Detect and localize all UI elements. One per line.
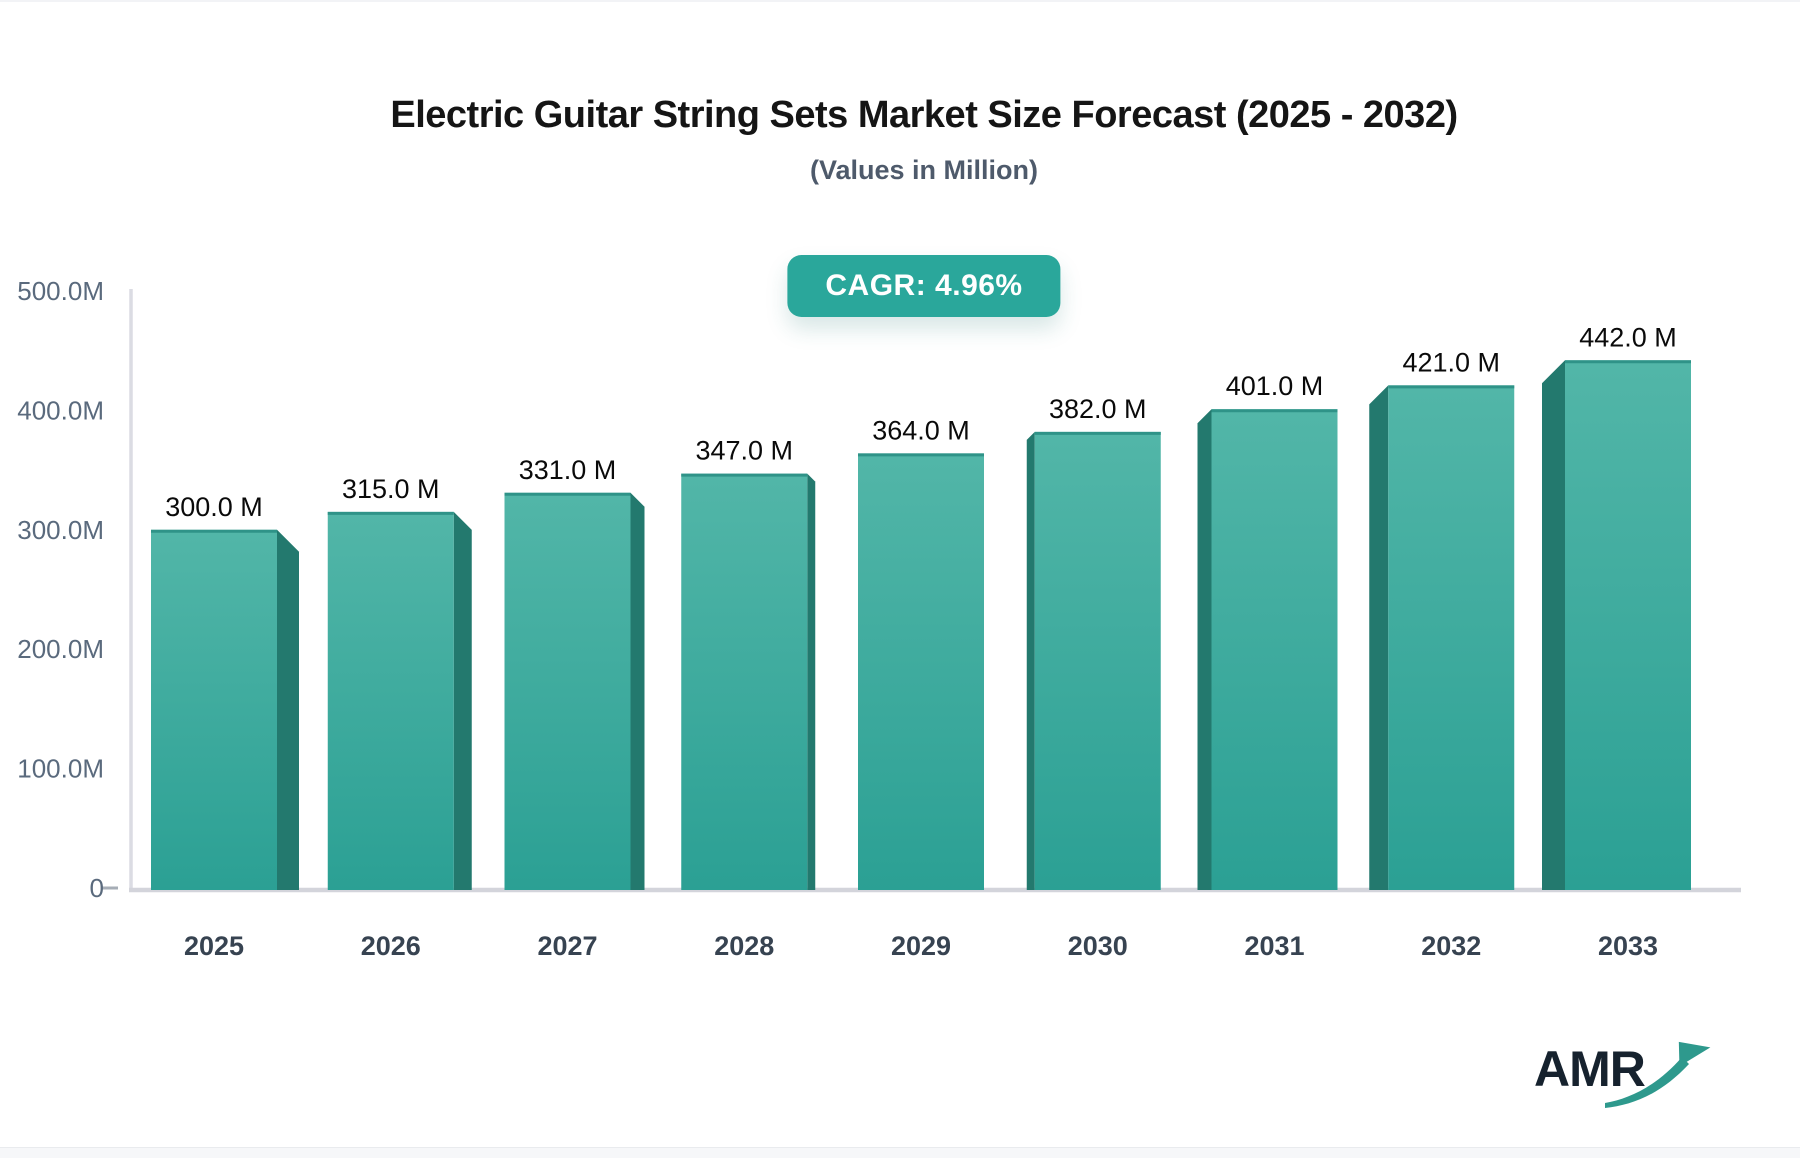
y-tick-label-400.0M: 400.0M [17, 395, 104, 425]
x-tick-label-2032: 2032 [1421, 931, 1481, 961]
bar-value-label-2033: 442.0 M [1579, 322, 1677, 352]
bar-value-label-2027: 331.0 M [519, 455, 617, 485]
bar-side-face-2032 [1369, 385, 1389, 890]
bar-side-face-2028 [807, 473, 816, 890]
x-tick-label-2028: 2028 [714, 931, 774, 961]
x-tick-label-2031: 2031 [1244, 931, 1304, 961]
x-tick-label-2029: 2029 [891, 931, 951, 961]
chart-subtitle: (Values in Million) [809, 155, 1039, 185]
y-tick-label-0: 0 [90, 873, 104, 903]
y-tick-label-300.0M: 300.0M [17, 515, 104, 545]
bar-2028 [681, 473, 808, 890]
x-tick-label-2026: 2026 [361, 931, 421, 961]
bar-value-label-2025: 300.0 M [165, 492, 263, 522]
x-tick-label-2033: 2033 [1598, 931, 1658, 961]
bar-2032 [1388, 385, 1515, 890]
growth-arrow-icon [1605, 1041, 1711, 1108]
bar-side-face-2031 [1197, 409, 1212, 890]
bar-2031 [1211, 409, 1338, 890]
chart-header: Electric Guitar String Sets Market Size … [0, 2, 1800, 186]
y-tick-label-200.0M: 200.0M [17, 634, 104, 664]
x-tick-label-2027: 2027 [537, 931, 597, 961]
y-tick-label-100.0M: 100.0M [17, 754, 104, 784]
bar-2033 [1565, 360, 1691, 890]
bar-2029 [858, 453, 984, 890]
bar-value-label-2028: 347.0 M [695, 436, 793, 466]
bar-2026 [327, 511, 454, 890]
x-tick-label-2030: 2030 [1068, 931, 1128, 961]
cagr-badge: CAGR: 4.96% [787, 255, 1061, 317]
bar-side-face-2033 [1542, 360, 1565, 890]
bar-side-face-2030 [1026, 431, 1035, 890]
chart-title: Electric Guitar String Sets Market Size … [390, 94, 1458, 136]
bar-value-label-2029: 364.0 M [872, 415, 970, 445]
page-bottom-strip [0, 1147, 1800, 1158]
amr-logo: AMR [1528, 1034, 1778, 1124]
bar-side-face-2026 [453, 511, 472, 890]
bar-2025 [151, 529, 277, 890]
bar-value-label-2031: 401.0 M [1226, 371, 1324, 401]
bar-2027 [504, 492, 631, 890]
amr-logo-text: AMR [1534, 1041, 1646, 1097]
x-tick-label-2025: 2025 [184, 931, 244, 961]
bar-value-label-2026: 315.0 M [342, 474, 440, 504]
bar-side-face-2027 [630, 492, 645, 890]
bar-side-face-2025 [277, 529, 299, 890]
bar-value-label-2030: 382.0 M [1049, 394, 1147, 424]
bar-value-label-2032: 421.0 M [1402, 347, 1500, 377]
bar-2030 [1034, 431, 1161, 890]
y-tick-label-500.0M: 500.0M [17, 276, 104, 306]
